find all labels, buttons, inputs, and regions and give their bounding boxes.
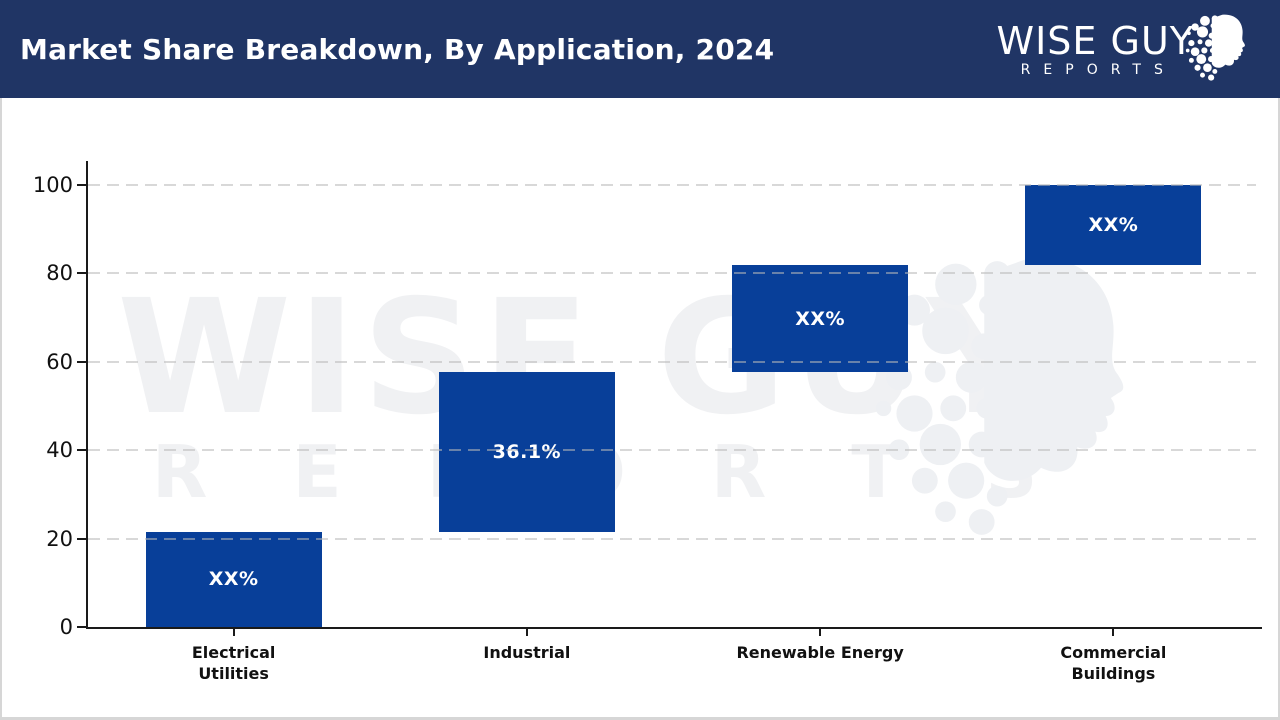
y-axis-line [86, 161, 88, 629]
y-tick-0 [77, 626, 86, 628]
x-tick-2 [525, 629, 528, 636]
gridline-20 [88, 537, 1256, 540]
logo-wordmark: WISE GUY [996, 18, 1194, 63]
y-tick-label-20: 20 [46, 526, 73, 551]
category-label-1: Electrical Utilities [191, 643, 276, 683]
chart-title: Market Share Breakdown, By Application, … [20, 32, 775, 66]
gridline-40 [88, 449, 1256, 452]
y-tick-label-0: 0 [59, 615, 73, 639]
header-bar: Market Share Breakdown, By Application, … [0, 0, 1280, 98]
bar-1: XX% [145, 531, 322, 627]
waterfall-chart: 0 20 40 60 80 100 XX% Electrical Utilities 36.1%… [2, 98, 1278, 717]
bar-2: 36.1% [438, 372, 615, 532]
bar-value-label: XX% [208, 568, 259, 591]
bar-value-label: XX% [795, 307, 846, 330]
gridline-100 [88, 184, 1256, 187]
wise-guy-reports-logo: WISE GUY REPORTS [997, 11, 1258, 87]
y-tick-80 [77, 272, 86, 275]
y-tick-40 [77, 449, 86, 452]
category-label-3: Renewable Energy [736, 643, 904, 662]
category-label-2: Industrial [483, 643, 571, 662]
y-tick-100 [77, 184, 86, 187]
x-tick-1 [232, 629, 235, 636]
bar-value-label: XX% [1088, 213, 1139, 236]
y-tick-label-40: 40 [46, 438, 73, 463]
logo-subtext: REPORTS [1020, 61, 1176, 78]
category-label-4: Commercial Buildings [1060, 643, 1167, 683]
bar-4: XX% [1025, 185, 1202, 265]
y-tick-20 [77, 537, 86, 540]
y-tick-60 [77, 360, 86, 363]
bar-value-label: 36.1% [492, 441, 562, 464]
logo-text: WISE GUY REPORTS [997, 21, 1194, 78]
gridline-80 [88, 272, 1256, 275]
chart-area: WISE GUY R E P O R T S 020406080100XX%El… [0, 98, 1280, 720]
x-tick-4 [1112, 629, 1115, 636]
y-tick-label-60: 60 [46, 349, 73, 374]
logo-head-icon [1184, 9, 1258, 87]
y-tick-label-100: 100 [32, 173, 73, 198]
bar-3: XX% [732, 264, 909, 373]
x-axis-line [86, 627, 1262, 629]
y-tick-label-80: 80 [46, 261, 73, 286]
x-tick-3 [819, 629, 822, 636]
gridline-60 [88, 360, 1256, 363]
